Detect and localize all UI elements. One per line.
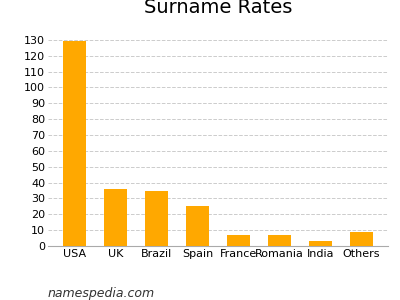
Title: Surname Rates: Surname Rates [144, 0, 292, 17]
Bar [227, 235, 250, 246]
Bar [350, 232, 372, 246]
Bar [309, 241, 332, 246]
Bar [104, 189, 127, 246]
Bar [145, 190, 168, 246]
Text: namespedia.com: namespedia.com [48, 287, 155, 300]
Bar [268, 235, 291, 246]
Bar [186, 206, 209, 246]
Bar [64, 41, 86, 246]
